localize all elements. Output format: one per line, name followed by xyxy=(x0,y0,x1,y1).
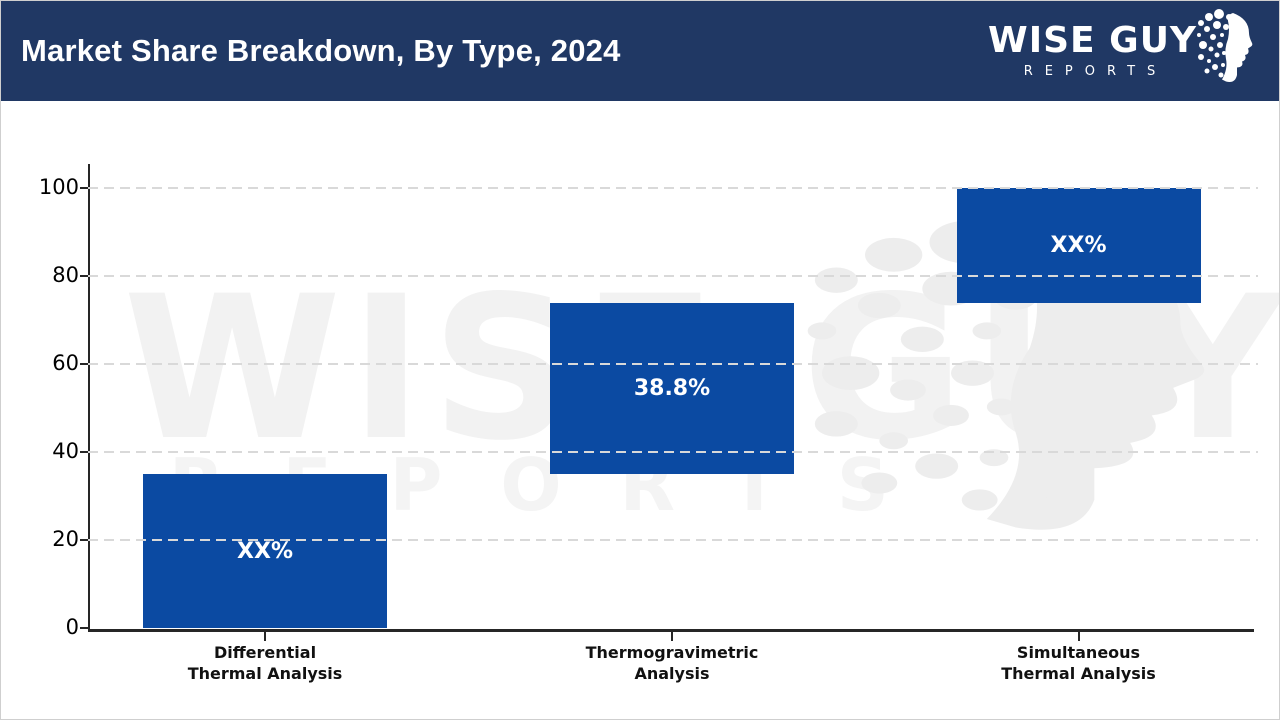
y-tick-label-20: 20 xyxy=(52,527,79,551)
y-tick-mark-0 xyxy=(80,627,89,629)
y-gridline-40 xyxy=(88,451,1258,453)
category-label-line: Differential xyxy=(213,643,317,662)
bar-segment-0: XX% xyxy=(143,474,387,628)
y-tick-mark-80 xyxy=(80,275,89,277)
category-label-1: Thermogravimetric Analysis xyxy=(512,642,832,684)
wiseguy-face-icon xyxy=(1197,9,1253,83)
y-gridline-60 xyxy=(88,363,1258,365)
wiseguy-logo-text: WISE GUY REPORTS xyxy=(987,20,1197,80)
y-tick-label-60: 60 xyxy=(52,351,79,375)
bar-value-label-2: XX% xyxy=(1050,233,1107,259)
y-tick-mark-60 xyxy=(80,363,89,365)
category-label-line: Thermal Analysis xyxy=(187,664,343,684)
category-label-line: Analysis xyxy=(634,664,710,684)
y-tick-mark-20 xyxy=(80,539,89,541)
category-label-line: Thermogravimetric xyxy=(585,643,759,662)
page-title: Market Share Breakdown, By Type, 2024 xyxy=(21,33,621,68)
bar-value-label-1: 38.8% xyxy=(633,376,711,402)
wiseguy-logo-subtitle: REPORTS xyxy=(1023,64,1168,79)
category-label-0: Differential Thermal Analysis xyxy=(105,642,425,684)
y-tick-label-40: 40 xyxy=(52,439,79,463)
x-tick-mark-0 xyxy=(264,632,266,641)
y-tick-label-100: 100 xyxy=(38,175,79,199)
wiseguy-logo: WISE GUY REPORTS xyxy=(988,9,1253,93)
category-label-line: Thermal Analysis xyxy=(1001,664,1156,684)
bar-value-label-0: XX% xyxy=(237,538,293,564)
x-axis-line xyxy=(88,629,1254,632)
y-gridline-80 xyxy=(88,275,1258,277)
wiseguy-logo-wordmark: WISE GUY xyxy=(987,20,1197,61)
y-axis-line xyxy=(88,164,90,632)
y-tick-label-0: 0 xyxy=(65,615,79,639)
y-tick-label-80: 80 xyxy=(52,263,79,287)
category-label-2: Simultaneous Thermal Analysis xyxy=(919,642,1239,684)
header-band: Market Share Breakdown, By Type, 2024 WI… xyxy=(1,1,1279,101)
category-label-line: Simultaneous xyxy=(1016,643,1141,662)
x-tick-mark-2 xyxy=(1077,632,1080,641)
y-tick-mark-40 xyxy=(80,451,89,453)
bar-segment-2: XX% xyxy=(956,188,1201,304)
y-gridline-100 xyxy=(88,187,1258,189)
x-tick-mark-1 xyxy=(671,632,673,641)
y-gridline-20 xyxy=(88,539,1258,541)
bar-segment-1: 38.8% xyxy=(550,303,794,474)
y-tick-mark-100 xyxy=(80,187,89,189)
